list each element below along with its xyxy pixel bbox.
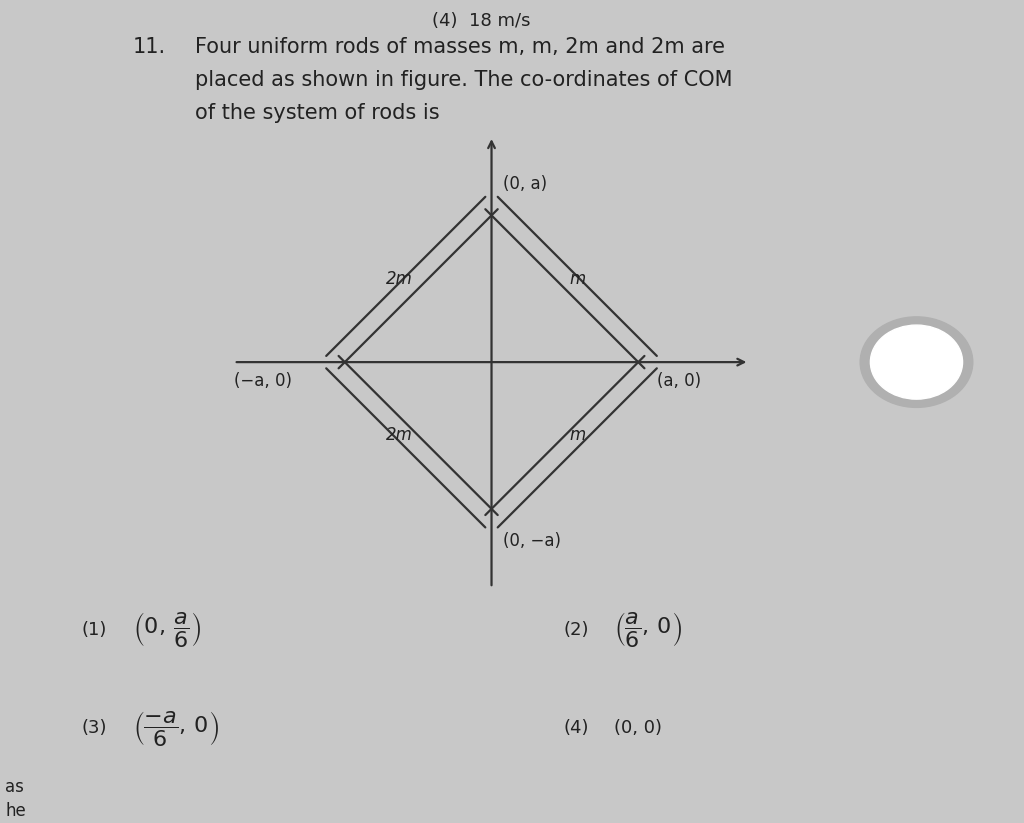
Text: 2m: 2m bbox=[386, 426, 413, 444]
Text: (a, 0): (a, 0) bbox=[657, 372, 701, 389]
Text: m: m bbox=[569, 426, 586, 444]
Text: of the system of rods is: of the system of rods is bbox=[195, 103, 439, 123]
Circle shape bbox=[870, 325, 963, 399]
Text: placed as shown in figure. The co-ordinates of COM: placed as shown in figure. The co-ordina… bbox=[195, 70, 732, 90]
Text: $\left(0,\,\dfrac{a}{6}\right)$: $\left(0,\,\dfrac{a}{6}\right)$ bbox=[133, 610, 201, 649]
Text: (1): (1) bbox=[82, 621, 108, 639]
Text: (2): (2) bbox=[563, 621, 589, 639]
Text: $\left(\dfrac{-a}{6},\,0\right)$: $\left(\dfrac{-a}{6},\,0\right)$ bbox=[133, 709, 219, 748]
Text: (0, 0): (0, 0) bbox=[614, 719, 663, 737]
Text: 11.: 11. bbox=[133, 37, 166, 57]
Text: (4): (4) bbox=[563, 719, 589, 737]
Text: 2m: 2m bbox=[386, 271, 413, 288]
Text: he: he bbox=[5, 802, 26, 821]
Text: m: m bbox=[569, 271, 586, 288]
Text: (3): (3) bbox=[82, 719, 108, 737]
Text: (0, a): (0, a) bbox=[503, 175, 547, 193]
Text: as: as bbox=[5, 778, 24, 796]
Text: $\left(\dfrac{a}{6},\,0\right)$: $\left(\dfrac{a}{6},\,0\right)$ bbox=[614, 610, 682, 649]
Circle shape bbox=[860, 317, 973, 407]
Text: (4)  18 m/s: (4) 18 m/s bbox=[432, 12, 530, 30]
Text: Four uniform rods of masses m, m, 2m and 2m are: Four uniform rods of masses m, m, 2m and… bbox=[195, 37, 725, 57]
Text: (0, −a): (0, −a) bbox=[503, 532, 561, 551]
Text: (−a, 0): (−a, 0) bbox=[233, 372, 292, 389]
